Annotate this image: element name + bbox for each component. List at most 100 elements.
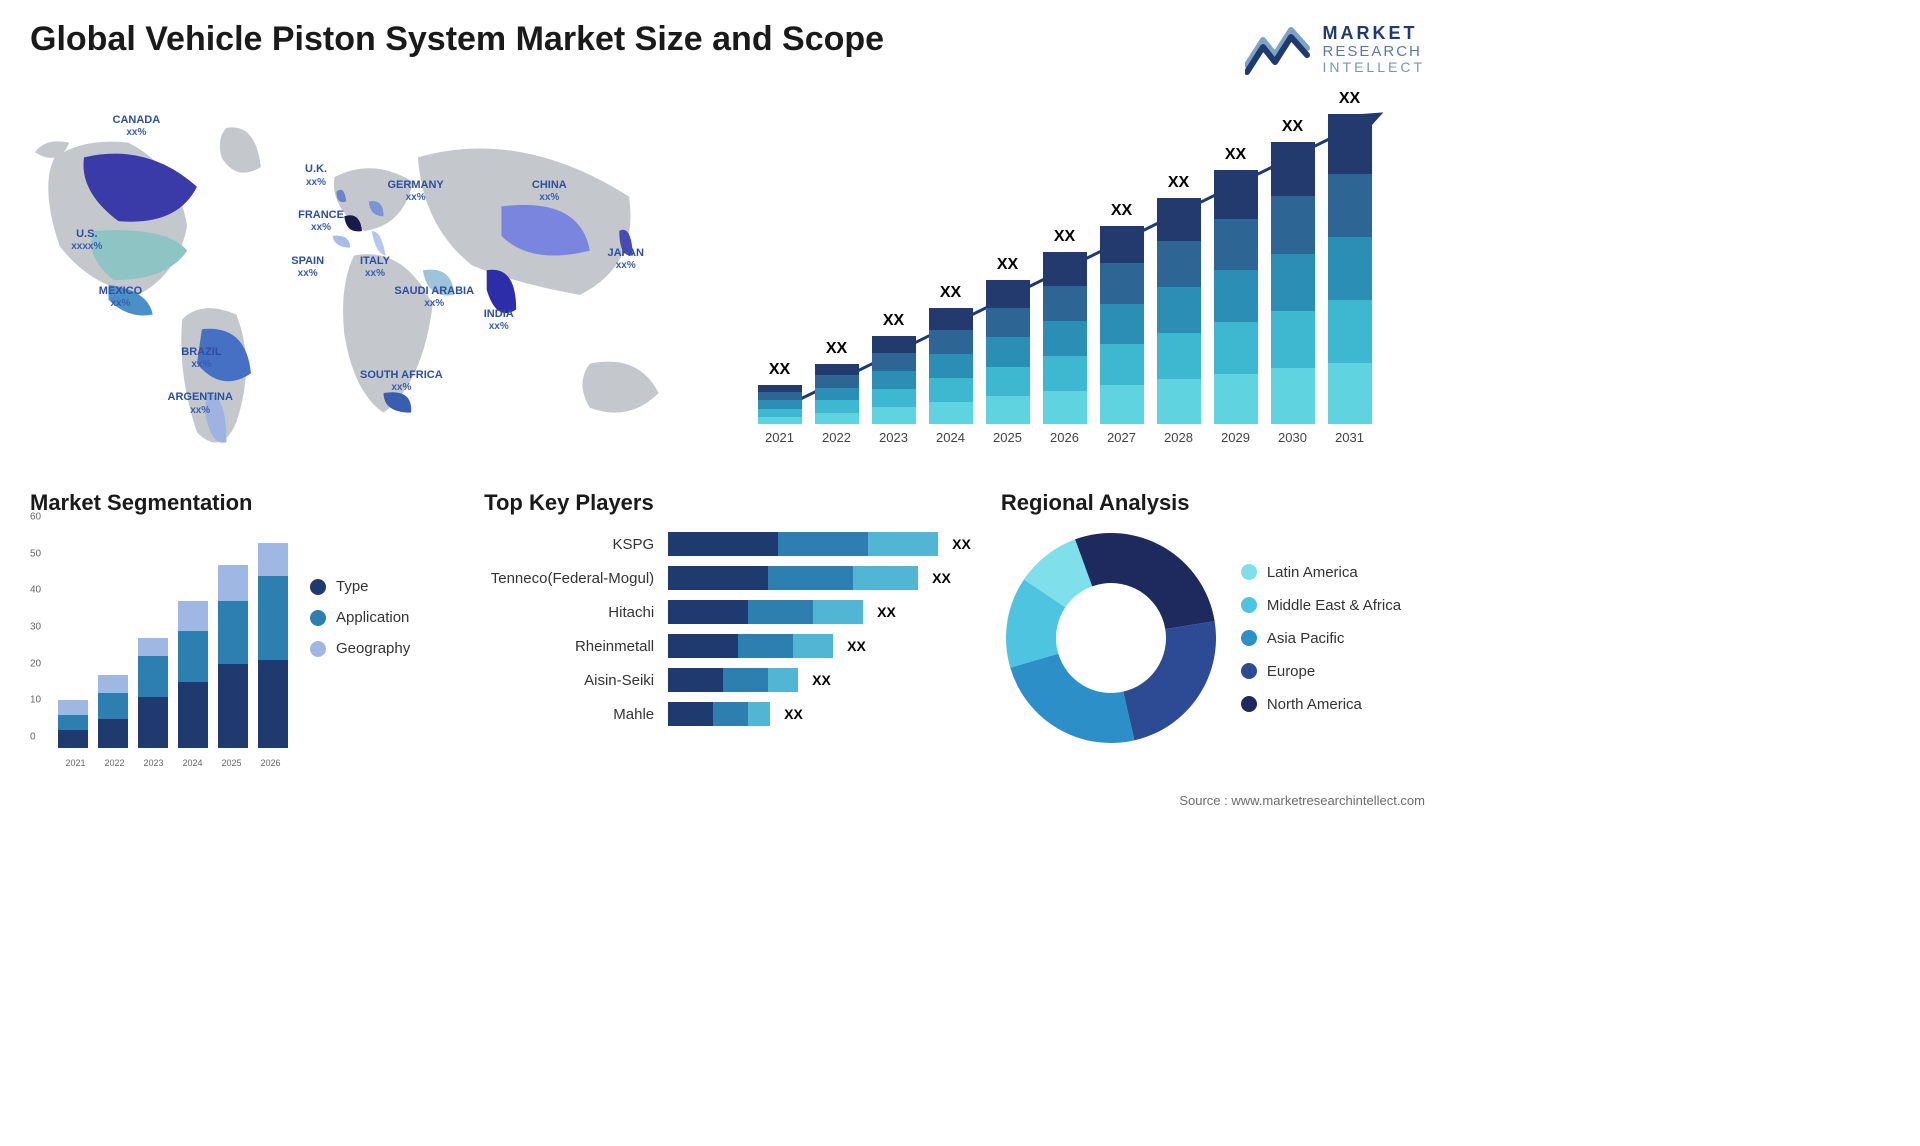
key-player-value: XX	[812, 672, 831, 688]
key-player-name: Rheinmetall	[484, 638, 664, 655]
legend-swatch-icon	[1241, 564, 1257, 580]
key-player-bar	[668, 566, 918, 590]
world-map-panel: CANADAxx%U.S.xxxx%MEXICOxx%BRAZILxx%ARGE…	[30, 95, 718, 475]
trend-year-label: 2028	[1164, 430, 1193, 445]
regional-title: Regional Analysis	[1001, 490, 1425, 516]
key-player-row: Aisin-SeikiXX	[484, 668, 971, 692]
map-label-china: CHINAxx%	[532, 179, 567, 204]
bottom-row: Market Segmentation 0102030405060 202120…	[30, 490, 1425, 790]
map-label-mexico: MEXICOxx%	[99, 285, 142, 310]
trend-year-label: 2024	[936, 430, 965, 445]
logo-line3: INTELLECT	[1323, 60, 1425, 75]
seg-ytick: 0	[30, 732, 36, 743]
key-player-row: Rheinmetall XX	[484, 634, 971, 658]
map-label-canada: CANADAxx%	[113, 114, 161, 139]
trend-bar-2026: XX2026	[1043, 228, 1087, 445]
regional-legend-item: Latin America	[1241, 564, 1401, 581]
seg-legend-item: Type	[310, 578, 410, 595]
regional-legend-item: Asia Pacific	[1241, 630, 1401, 647]
seg-bar-2022	[98, 675, 128, 748]
regional-legend-item: Europe	[1241, 663, 1401, 680]
seg-bar-2024	[178, 601, 208, 748]
regional-panel: Regional Analysis Latin America Middle Ea…	[1001, 490, 1425, 790]
trend-value-label: XX	[769, 361, 790, 379]
trend-year-label: 2022	[822, 430, 851, 445]
key-players-chart: KSPGXXTenneco(Federal-Mogul)XXHitachiXXR…	[484, 528, 971, 726]
seg-bar-2023	[138, 638, 168, 748]
trend-year-label: 2031	[1335, 430, 1364, 445]
trend-year-label: 2021	[765, 430, 794, 445]
trend-value-label: XX	[1225, 146, 1246, 164]
key-player-bar	[668, 532, 938, 556]
trend-bar-2024: XX 2024	[929, 284, 973, 445]
trend-bar-2031: XX2031	[1328, 90, 1372, 445]
key-players-panel: Top Key Players KSPGXX Tenneco(Federal-Mo…	[484, 490, 971, 790]
seg-bar-2021	[58, 700, 88, 748]
legend-swatch-icon	[1241, 630, 1257, 646]
seg-year-label: 2024	[182, 758, 202, 768]
legend-label: Europe	[1267, 663, 1315, 680]
seg-year-label: 2021	[65, 758, 85, 768]
key-player-name: Mahle	[484, 706, 664, 723]
seg-ytick: 60	[30, 512, 41, 523]
key-player-value: XX	[932, 570, 951, 586]
seg-legend-item: Application	[310, 609, 410, 626]
trend-year-label: 2025	[993, 430, 1022, 445]
map-label-india: INDIAxx%	[484, 308, 514, 333]
map-label-brazil: BRAZILxx%	[181, 346, 221, 371]
key-player-bar	[668, 702, 770, 726]
trend-year-label: 2027	[1107, 430, 1136, 445]
trend-bar-2025: XX 2025	[986, 256, 1030, 445]
trend-chart-panel: XX2021XX2022XX2023XX2024XX2025XX2026XX20…	[738, 95, 1426, 475]
logo-line1: MARKET	[1323, 24, 1425, 44]
legend-swatch-icon	[310, 610, 326, 626]
map-label-spain: SPAINxx%	[291, 255, 324, 280]
legend-label: Latin America	[1267, 564, 1358, 581]
legend-swatch-icon	[1241, 663, 1257, 679]
legend-label: Application	[336, 609, 409, 626]
legend-swatch-icon	[310, 579, 326, 595]
key-player-value: XX	[847, 638, 866, 654]
trend-bar-2030: XX2030	[1271, 118, 1315, 445]
trend-year-label: 2030	[1278, 430, 1307, 445]
trend-value-label: XX	[1111, 202, 1132, 220]
trend-value-label: XX	[997, 256, 1018, 274]
page-title: Global Vehicle Piston System Market Size…	[30, 20, 884, 59]
logo-line2: RESEARCH	[1323, 44, 1425, 61]
key-player-name: Tenneco(Federal-Mogul)	[484, 570, 664, 587]
segmentation-title: Market Segmentation	[30, 490, 454, 516]
seg-year-label: 2023	[143, 758, 163, 768]
map-label-france: FRANCExx%	[298, 209, 344, 234]
segmentation-chart: 0102030405060 202120222023202420252026	[30, 528, 290, 768]
key-player-name: Hitachi	[484, 604, 664, 621]
map-label-us: U.S.xxxx%	[71, 228, 102, 253]
trend-year-label: 2029	[1221, 430, 1250, 445]
legend-label: Middle East & Africa	[1267, 597, 1401, 614]
legend-label: Geography	[336, 640, 410, 657]
legend-label: North America	[1267, 696, 1362, 713]
seg-ytick: 50	[30, 548, 41, 559]
key-player-row: MahleXX	[484, 702, 971, 726]
seg-year-label: 2026	[260, 758, 280, 768]
legend-swatch-icon	[310, 641, 326, 657]
map-label-southafrica: SOUTH AFRICAxx%	[360, 369, 443, 394]
header: Global Vehicle Piston System Market Size…	[30, 20, 1425, 80]
logo-icon	[1245, 20, 1315, 80]
trend-bar-2029: XX 2029	[1214, 146, 1258, 445]
regional-legend-item: Middle East & Africa	[1241, 597, 1401, 614]
logo-text: MARKET RESEARCH INTELLECT	[1323, 24, 1425, 76]
map-country-spain	[333, 236, 351, 248]
trend-bar-2023: XX2023	[872, 312, 916, 445]
key-players-title: Top Key Players	[484, 490, 971, 516]
key-player-row: Tenneco(Federal-Mogul) XX	[484, 566, 971, 590]
key-player-bar	[668, 634, 833, 658]
trend-value-label: XX	[940, 284, 961, 302]
trend-bar-2027: XX 2027	[1100, 202, 1144, 445]
trend-value-label: XX	[883, 312, 904, 330]
seg-year-label: 2022	[104, 758, 124, 768]
trend-value-label: XX	[826, 340, 847, 358]
legend-swatch-icon	[1241, 696, 1257, 712]
regional-legend: Latin America Middle East & Africa Asia Pa…	[1241, 564, 1401, 713]
trend-value-label: XX	[1168, 174, 1189, 192]
key-player-row: KSPGXX	[484, 532, 971, 556]
